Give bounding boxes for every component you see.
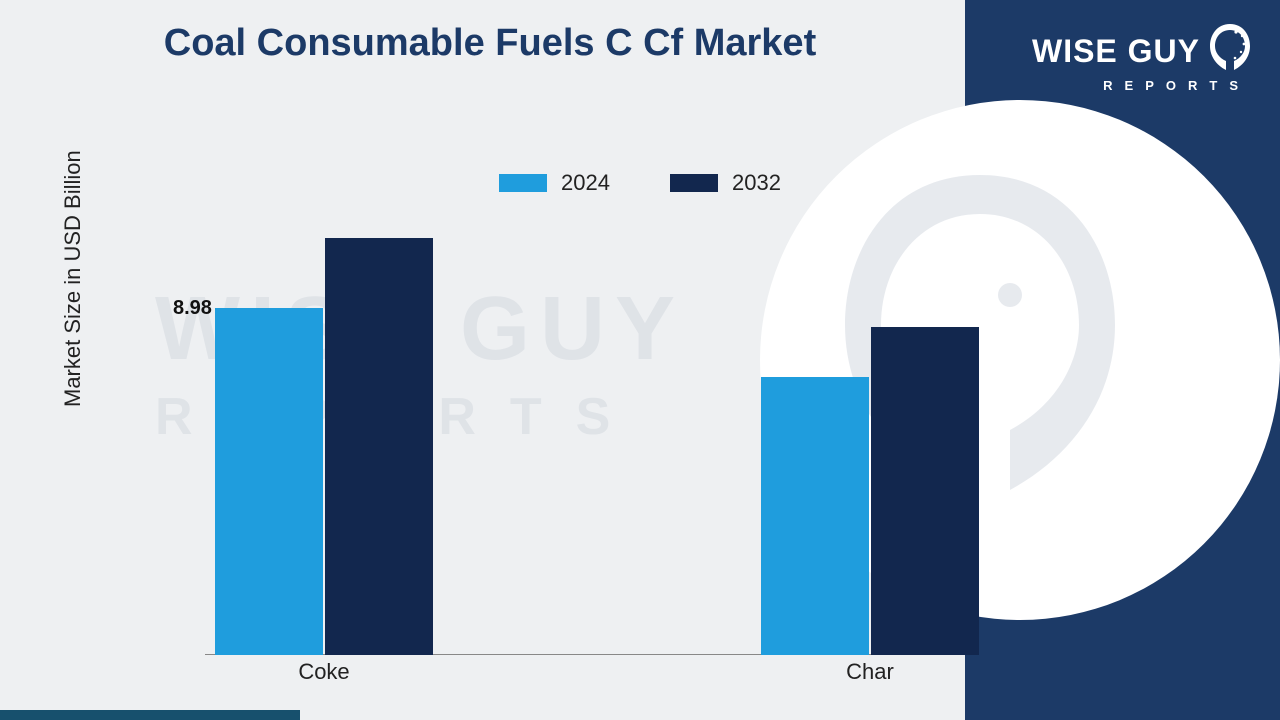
legend-label: 2024: [561, 170, 610, 196]
brand-logo: WISE GUY REPORTS: [1032, 22, 1252, 93]
bar-group: Coke: [215, 238, 433, 655]
legend-swatch: [499, 174, 547, 192]
x-tick-label: Char: [770, 659, 970, 685]
brand-line1: WISE GUY: [1032, 33, 1200, 70]
chart-title: Coal Consumable Fuels C Cf Market: [80, 22, 900, 65]
bar: [761, 377, 869, 655]
footer-accent-stripe: [0, 710, 300, 720]
legend-label: 2032: [732, 170, 781, 196]
legend-item: 2024: [499, 170, 610, 196]
bar-data-label: 8.98: [173, 297, 212, 320]
canvas: WISE GUY REPORTS Coal Consumable Fuels C…: [0, 0, 1280, 720]
legend-swatch: [670, 174, 718, 192]
bar-group: Char: [761, 327, 979, 655]
bar: [215, 308, 323, 655]
bar: [871, 327, 979, 655]
plot-area: CokeChar8.98: [205, 230, 975, 655]
brand-line2: REPORTS: [1032, 78, 1252, 93]
chart-legend: 2024 2032: [0, 170, 1280, 196]
y-axis-label: Market Size in USD Billion: [60, 150, 86, 407]
x-tick-label: Coke: [224, 659, 424, 685]
bar: [325, 238, 433, 655]
legend-item: 2032: [670, 170, 781, 196]
brand-head-icon: [1208, 22, 1252, 80]
